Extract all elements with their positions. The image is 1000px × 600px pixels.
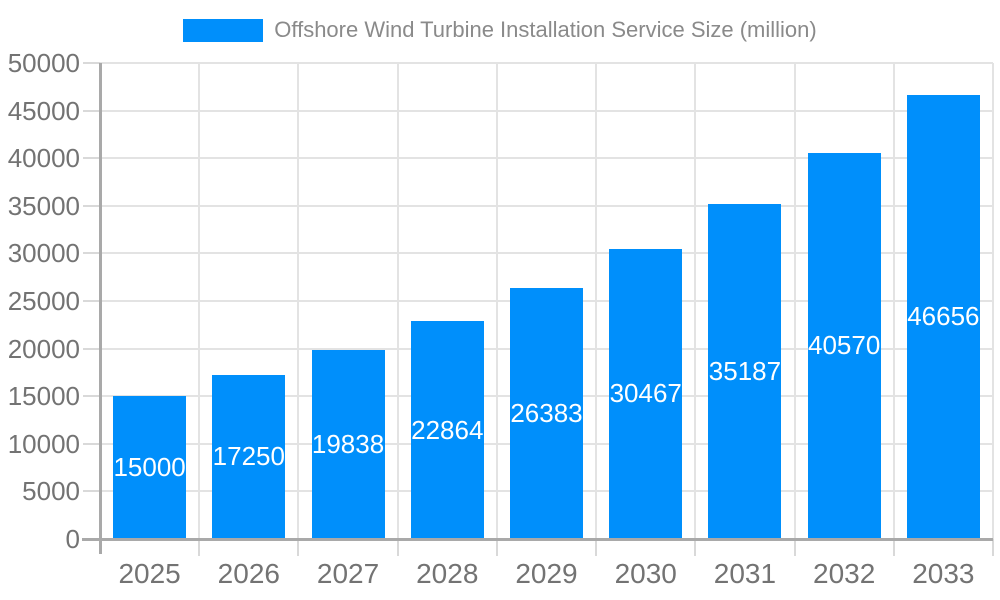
x-tick [495,539,498,556]
bar-value-label: 46656 [907,301,980,332]
y-tick [83,109,100,112]
v-gridline [793,63,796,539]
bar-2029[interactable]: 26383 [510,287,583,539]
v-gridline [297,63,300,539]
x-axis-label: 2028 [416,558,479,589]
bar-value-label: 35187 [708,356,782,386]
bar-value-label: 15000 [113,452,186,483]
y-axis-label: 25000 [7,286,80,316]
x-axis-label: 2025 [118,558,181,589]
bar-2026[interactable]: 17250 [212,374,286,539]
y-axis-label: 40000 [7,143,80,174]
x-axis-line [82,538,993,541]
y-axis-label: 0 [65,524,80,554]
x-tick [992,539,994,556]
x-axis-label: 2027 [316,558,380,589]
x-axis-label: 2032 [813,558,876,589]
h-gridline [100,157,993,160]
x-tick [694,539,697,556]
bar-value-label: 40570 [808,330,881,361]
x-axis-label: 2031 [713,558,777,589]
x-axis-label: 2026 [217,558,280,589]
y-tick [83,157,100,160]
v-gridline [396,63,399,539]
y-tick [83,204,100,207]
bar-2027[interactable]: 19838 [311,350,385,539]
x-tick [396,539,399,556]
bar-value-label: 22864 [411,414,484,445]
bar-2031[interactable]: 35187 [708,204,782,539]
h-gridline [100,62,993,64]
y-tick [83,252,100,255]
h-gridline [100,109,993,112]
v-gridline [992,63,994,539]
y-tick [83,490,100,493]
y-tick [83,62,100,64]
y-axis-label: 30000 [7,238,80,269]
y-axis-line [99,63,102,554]
x-tick [595,539,598,556]
y-tick [83,442,100,445]
y-tick [83,347,100,350]
h-gridline [100,252,993,255]
y-axis-label: 45000 [7,95,80,126]
x-tick [198,539,201,556]
x-tick [297,539,300,556]
legend-label: Offshore Wind Turbine Installation Servi… [274,17,817,42]
h-gridline [100,204,993,207]
legend-item[interactable]: Offshore Wind Turbine Installation Servi… [183,17,817,43]
y-axis-label: 15000 [7,381,80,412]
v-gridline [198,63,201,539]
y-tick [83,300,100,302]
v-gridline [595,63,598,539]
legend: Offshore Wind Turbine Installation Servi… [0,17,1000,43]
bar-2032[interactable]: 40570 [807,152,881,539]
y-tick [83,395,100,398]
x-tick [793,539,796,556]
x-tick [892,539,895,556]
bar-2028[interactable]: 22864 [410,321,484,539]
y-axis-label: 50000 [7,48,80,78]
bar-value-label: 19838 [311,429,385,460]
y-axis-label: 35000 [7,190,80,221]
bar-2025[interactable]: 15000 [113,396,187,539]
y-axis-label: 5000 [22,476,80,507]
legend-swatch [183,18,264,42]
y-axis-label: 10000 [7,428,80,459]
x-axis-label: 2030 [614,558,677,589]
v-gridline [495,63,498,539]
bar-value-label: 30467 [609,378,682,409]
x-axis-label: 2029 [515,558,578,589]
bar-2030[interactable]: 30467 [609,248,683,539]
v-gridline [892,63,895,539]
bar-value-label: 26383 [510,397,583,428]
v-gridline [694,63,697,539]
y-axis-label: 20000 [7,333,80,364]
bar-value-label: 17250 [212,441,285,472]
bar-2033[interactable]: 46656 [906,94,980,539]
x-axis-label: 2033 [912,558,975,589]
